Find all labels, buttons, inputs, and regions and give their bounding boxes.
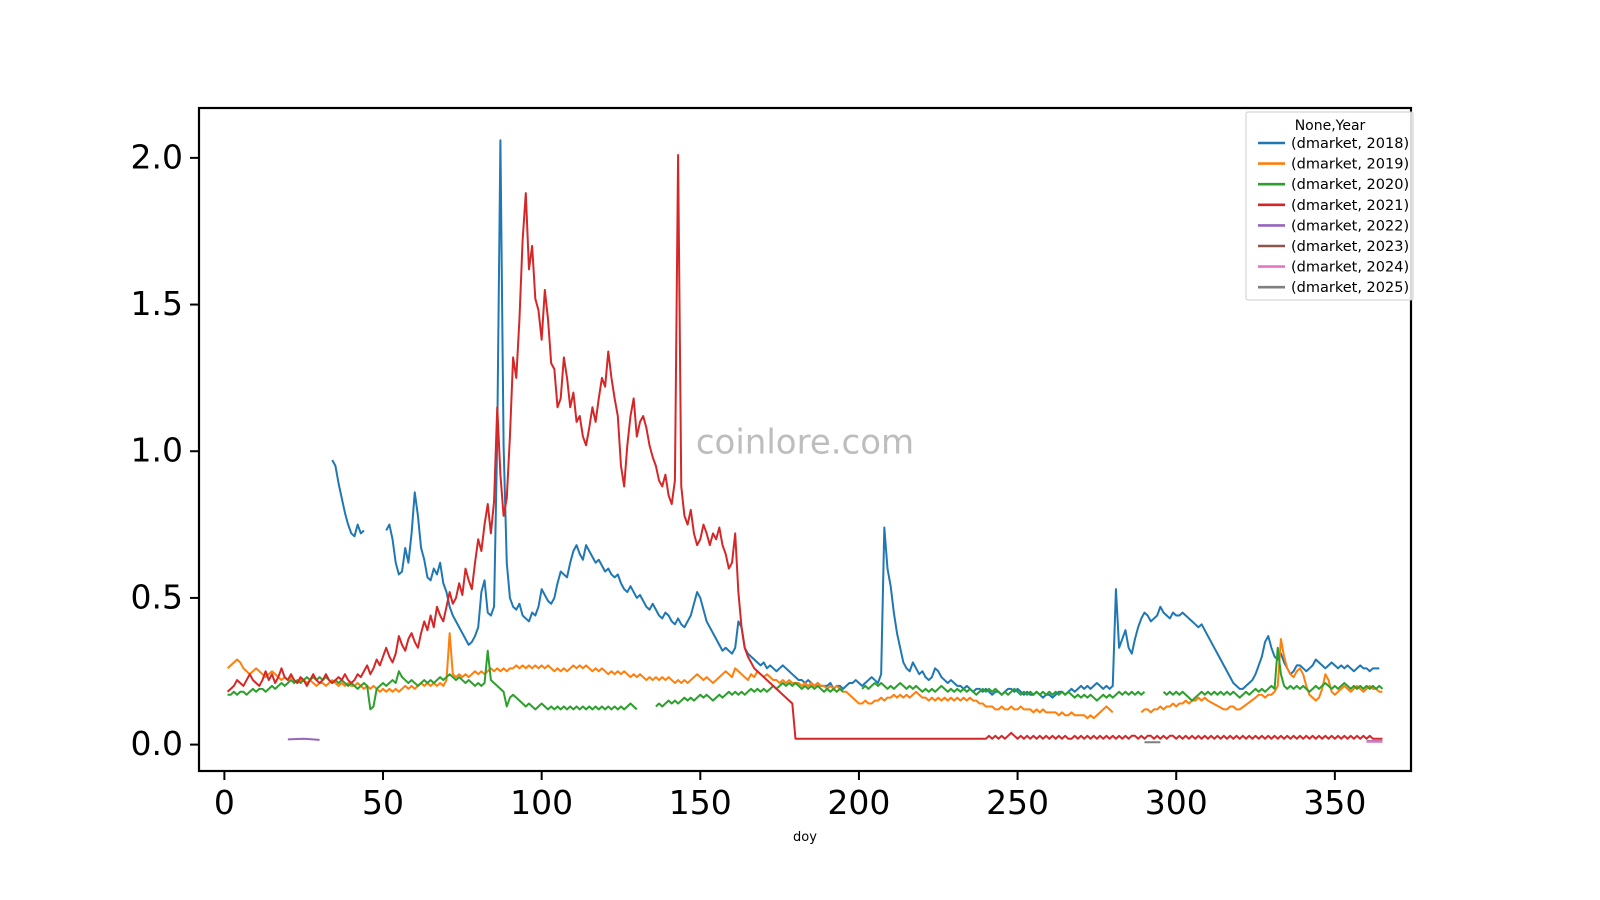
series-line-2020 [655,681,844,708]
series-line-2018 [385,139,1380,699]
legend-entry-label[interactable]: (dmarket, 2022) [1291,218,1409,234]
x-axis-label: doy [793,830,817,845]
series-line-2020 [861,681,1146,702]
legend-entry-label[interactable]: (dmarket, 2018) [1291,136,1409,152]
series-line-2021 [226,153,1383,740]
legend-entries: (dmarket, 2018) (dmarket, 2019) (dmarket, … [1258,136,1409,296]
watermark-label: coinlore.com [696,423,914,463]
x-tick-label: 50 [362,783,404,822]
legend-entry-label[interactable]: (dmarket, 2021) [1291,198,1409,214]
x-tick-label: 0 [214,783,235,822]
series-line-2022 [287,737,320,741]
x-tick-label: 200 [827,783,890,822]
legend-entry-label[interactable]: (dmarket, 2020) [1291,177,1409,193]
x-tick-label: 150 [669,783,732,822]
x-tick-label: 250 [986,783,1049,822]
series-line-2019 [1140,637,1383,714]
x-tick-label: 100 [510,783,573,822]
series-line-2018 [331,459,365,538]
series-line-2019 [226,632,1114,720]
x-axis-ticks: 0 50 100 150 200 250 300 350 [214,771,1366,822]
legend-title: None,Year [1295,118,1366,134]
series-group [226,139,1384,744]
y-axis-ticks: 0.0 0.5 1.0 1.5 2.0 [131,137,199,763]
legend-entry-label[interactable]: (dmarket, 2023) [1291,239,1409,255]
y-tick-label: 0.0 [131,724,183,763]
x-tick-label: 350 [1303,783,1366,822]
y-tick-label: 0.5 [131,577,183,616]
x-tick-label: 300 [1145,783,1208,822]
series-line-2020 [1162,646,1384,702]
legend-background [1245,111,1414,301]
y-tick-label: 2.0 [131,137,183,176]
y-tick-label: 1.5 [131,284,183,323]
legend-entry-label[interactable]: (dmarket, 2024) [1291,260,1409,276]
y-tick-label: 1.0 [131,431,183,470]
legend[interactable]: None,Year (dmarket, 2018) (dmarket, 2019)… [1245,111,1414,301]
plot-area-background [199,108,1411,771]
axes-spines [197,106,1413,773]
legend-entry-label[interactable]: (dmarket, 2019) [1291,157,1409,173]
legend-entry-label[interactable]: (dmarket, 2025) [1291,280,1409,296]
